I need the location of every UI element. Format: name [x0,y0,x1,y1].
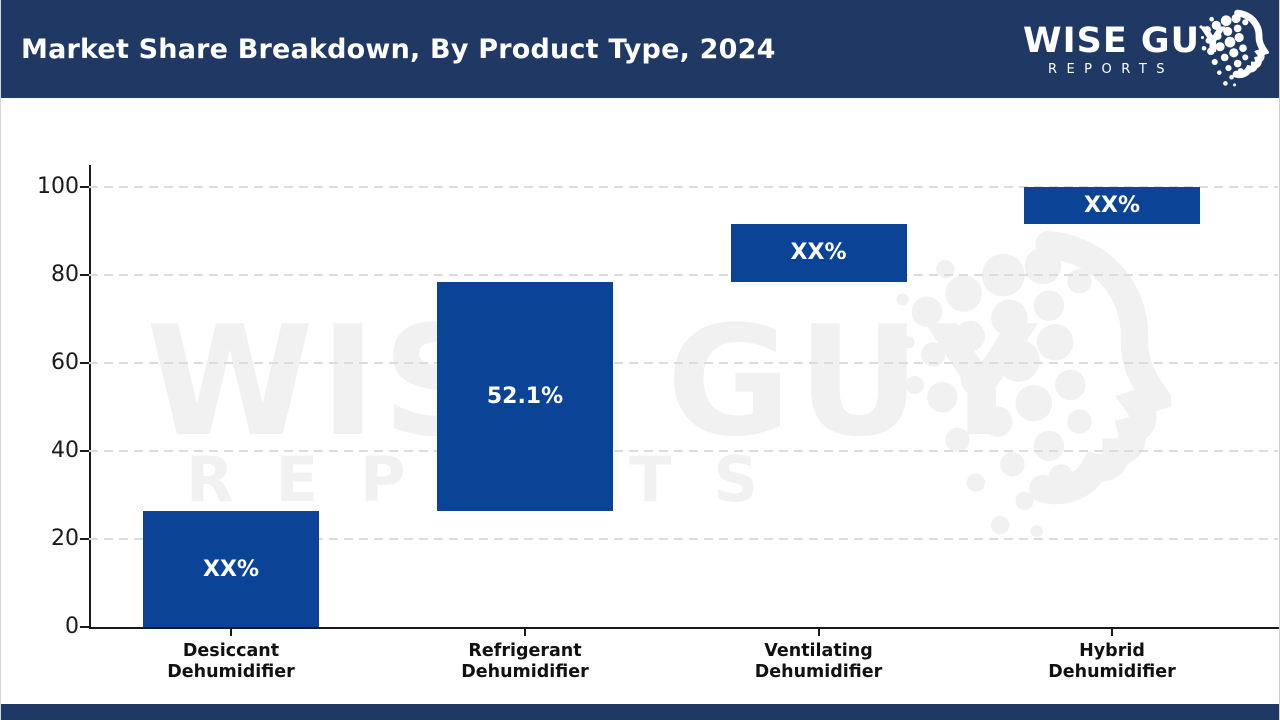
gridline-20 [89,538,1278,540]
y-tick-label-60: 60 [51,350,79,375]
category-line2: Dehumidifier [461,662,589,682]
bar-value-label: XX% [1084,192,1140,218]
gridline-60 [89,362,1278,364]
y-tick-label-100: 100 [37,174,79,199]
wise-guy-logo: WISE GUY REPORTS [1023,6,1273,92]
y-tick-60 [80,362,89,364]
category-line2: Dehumidifier [1048,662,1176,682]
x-category-label-0: Desiccant Dehumidifier [111,641,351,683]
category-line1: Refrigerant [468,641,582,661]
y-tick-label-80: 80 [51,262,79,287]
x-category-label-2: Ventilating Dehumidifier [699,641,939,683]
bar-desiccant: XX% [143,511,319,627]
y-tick-label-20: 20 [51,526,79,551]
y-axis-line [89,165,91,629]
x-tick-0 [230,627,232,636]
gridline-80 [89,274,1278,276]
category-line2: Dehumidifier [754,662,883,682]
logo-subtext: REPORTS [1047,61,1175,77]
bar-value-label: XX% [790,240,847,266]
logo-wordmark: WISE GUY [1023,20,1227,61]
category-line1: Desiccant [182,641,280,661]
category-line1: Ventilating [764,641,873,661]
footer-bar [1,704,1279,720]
gridline-40 [89,450,1278,452]
y-tick-label-40: 40 [51,438,79,463]
logo-text: WISE GUY REPORTS [1023,20,1227,77]
bar-value-label: XX% [203,556,259,582]
header-bar: Market Share Breakdown, By Product Type,… [1,0,1279,98]
y-tick-100 [80,186,89,188]
x-tick-2 [817,627,820,636]
x-tick-3 [1111,627,1113,636]
category-line2: Dehumidifier [167,662,295,682]
y-tick-20 [80,538,89,540]
bar-value-label: 52.1% [486,384,564,410]
y-tick-0 [80,626,89,628]
bar-hybrid: XX% [1024,187,1200,224]
x-category-label-1: Refrigerant Dehumidifier [405,641,645,683]
x-tick-1 [524,627,526,636]
watermark-face-icon [866,218,1171,558]
gridline-100 [89,186,1278,188]
x-axis-line [89,627,1279,629]
bar-ventilating: XX% [730,223,907,283]
chart-title: Market Share Breakdown, By Product Type,… [21,33,776,65]
logo-face-icon [1191,7,1269,91]
bar-refrigerant: 52.1% [437,282,613,512]
y-tick-80 [80,274,89,276]
x-category-label-3: Hybrid Dehumidifier [992,641,1232,683]
y-tick-label-0: 0 [65,614,79,639]
category-line1: Hybrid [1079,641,1145,661]
y-tick-40 [80,450,89,452]
